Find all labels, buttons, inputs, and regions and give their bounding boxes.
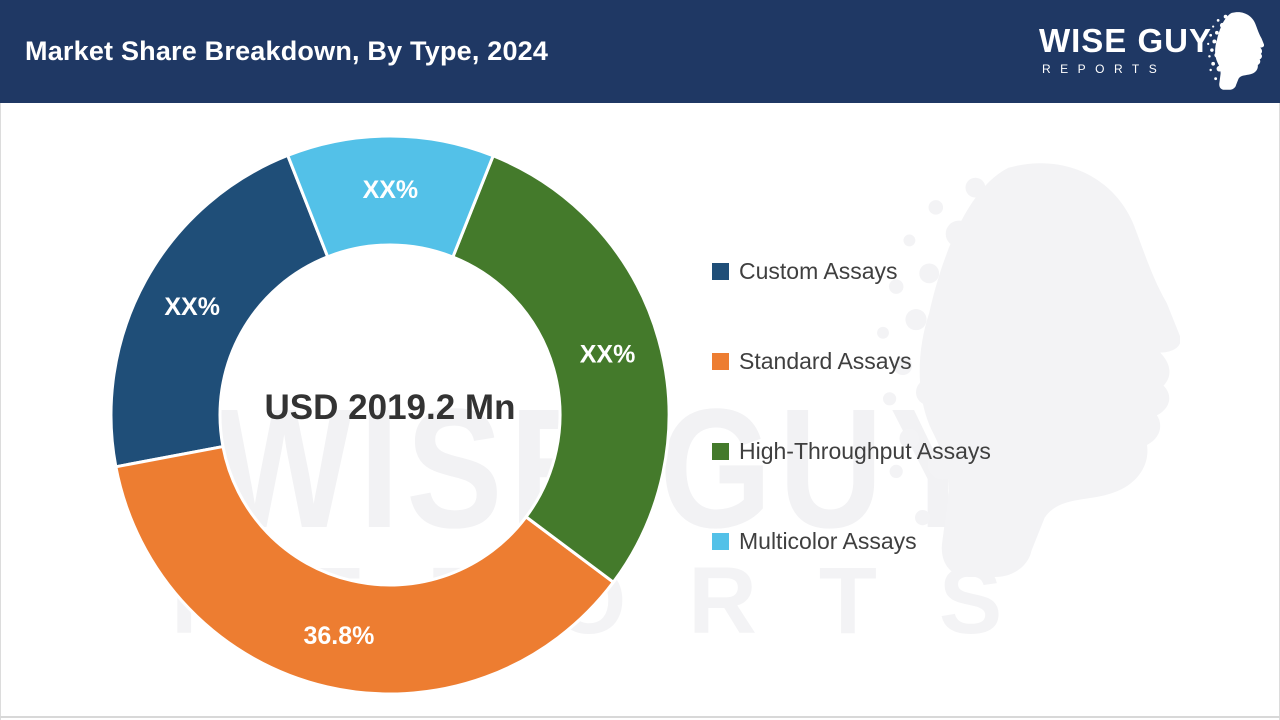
donut-segment-custom-assays[interactable] — [109, 153, 330, 469]
legend-swatch — [712, 532, 729, 550]
donut-segment-multicolor-assays[interactable] — [286, 134, 495, 259]
bottom-divider — [0, 716, 1280, 718]
logo-wordmark: WISE GUY — [1038, 21, 1212, 59]
header: Market Share Breakdown, By Type, 2024 WI… — [0, 0, 1280, 103]
segment-value-label: XX% — [363, 176, 419, 204]
logo-text: WISE GUY REPORTS — [1039, 24, 1212, 76]
legend-item-label: Multicolor Assays — [739, 527, 917, 554]
donut-segment-high-throughput-assays[interactable] — [451, 154, 671, 584]
legend-item-standard-assays[interactable]: Standard Assays — [712, 347, 991, 374]
page-title: Market Share Breakdown, By Type, 2024 — [25, 36, 549, 66]
legend-item-label: Custom Assays — [739, 257, 898, 284]
chart-center-value: USD 2019.2 Mn — [264, 388, 516, 427]
segment-value-label: XX% — [164, 293, 220, 321]
legend-item-custom-assays[interactable]: Custom Assays — [712, 257, 991, 284]
donut-segment-standard-assays[interactable] — [114, 445, 615, 696]
legend-swatch — [712, 442, 729, 460]
donut-chart[interactable]: XX% 36.8% XX% XX% — [107, 132, 673, 698]
logo-subtitle: REPORTS — [1041, 61, 1167, 76]
legend-item-label: High-Throughput Assays — [739, 437, 991, 464]
face-profile-icon — [1202, 9, 1264, 90]
segment-value-label: 36.8% — [303, 622, 374, 650]
segment-value-label: XX% — [580, 341, 636, 369]
wise-guy-logo: WISE GUY REPORTS — [1039, 9, 1264, 90]
legend-item-multicolor-assays[interactable]: Multicolor Assays — [712, 527, 991, 554]
legend: Custom Assays Standard Assays High-Through… — [712, 257, 991, 619]
legend-swatch — [712, 352, 729, 370]
legend-swatch — [712, 262, 729, 280]
legend-item-label: Standard Assays — [739, 347, 912, 374]
legend-item-high-throughput-assays[interactable]: High-Throughput Assays — [712, 437, 991, 464]
